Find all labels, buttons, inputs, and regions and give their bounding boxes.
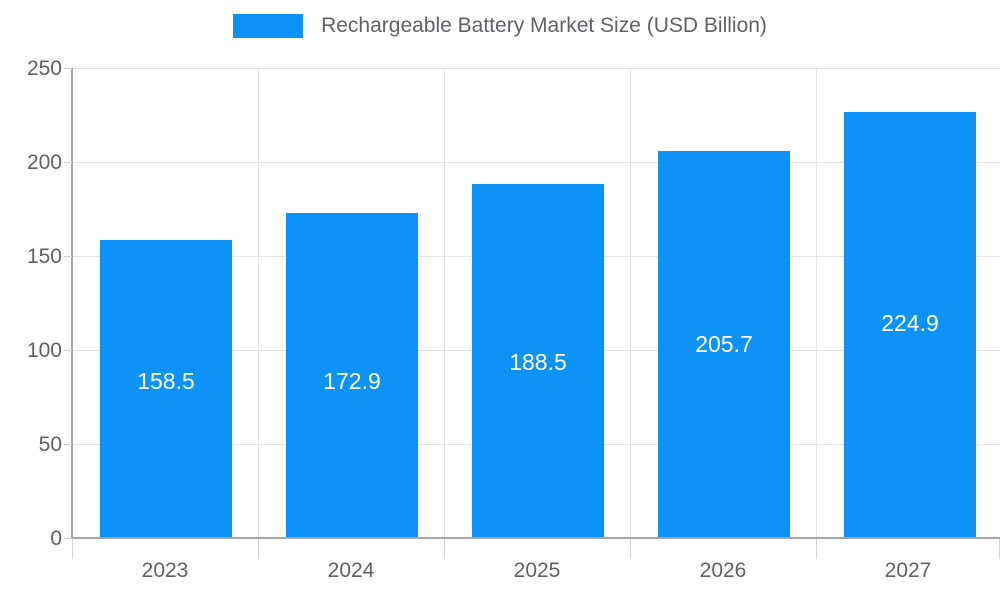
bar-2024[interactable]: 172.9 xyxy=(286,213,418,538)
y-tick-label-250: 250 xyxy=(26,57,62,80)
y-axis-line xyxy=(71,68,73,539)
category-separator-1 xyxy=(258,539,259,559)
vertical-gridline-3 xyxy=(630,68,631,538)
x-tick-label-2025: 2025 xyxy=(513,559,561,582)
y-tick-mark-0 xyxy=(64,538,72,539)
y-tick-label-100: 100 xyxy=(26,339,62,362)
y-tick-mark-150 xyxy=(64,256,72,257)
gridline-200 xyxy=(72,162,1000,163)
bar-label-2025: 188.5 xyxy=(509,349,567,375)
y-tick-mark-200 xyxy=(64,162,72,163)
bar-label-2023: 158.5 xyxy=(137,368,195,394)
y-tick-label-0: 0 xyxy=(50,527,62,550)
bar-label-2024: 172.9 xyxy=(323,368,381,394)
y-tick-mark-250 xyxy=(64,68,72,69)
x-tick-label-2024: 2024 xyxy=(327,559,375,582)
legend-label-series-0[interactable]: Rechargeable Battery Market Size (USD Bi… xyxy=(321,14,767,37)
x-axis-line xyxy=(72,537,1000,539)
bar-2023[interactable]: 158.5 xyxy=(100,240,232,538)
x-tick-label-2027: 2027 xyxy=(884,559,932,582)
y-tick-label-200: 200 xyxy=(26,151,62,174)
category-separator-4 xyxy=(816,539,817,559)
vertical-gridline-4 xyxy=(816,68,817,538)
y-tick-label-150: 150 xyxy=(26,245,62,268)
category-separator-3 xyxy=(630,539,631,559)
legend-swatch-series-0[interactable] xyxy=(233,14,304,38)
bar-2026[interactable]: 205.7 xyxy=(658,151,790,538)
y-tick-label-50: 50 xyxy=(38,433,62,456)
gridline-250 xyxy=(72,68,1000,69)
bar-2025[interactable]: 188.5 xyxy=(472,184,604,538)
x-tick-label-2023: 2023 xyxy=(141,559,189,582)
x-tick-label-2026: 2026 xyxy=(699,559,747,582)
chart-legend: Rechargeable Battery Market Size (USD Bi… xyxy=(0,14,1000,38)
y-tick-mark-100 xyxy=(64,350,72,351)
y-tick-mark-50 xyxy=(64,444,72,445)
category-separator-2 xyxy=(444,539,445,559)
bar-label-2026: 205.7 xyxy=(695,331,753,357)
vertical-gridline-2 xyxy=(444,68,445,538)
vertical-gridline-1 xyxy=(258,68,259,538)
category-separator-0 xyxy=(72,539,73,559)
bar-label-2027: 224.9 xyxy=(881,310,939,336)
bar-2027[interactable]: 224.9 xyxy=(844,112,976,538)
